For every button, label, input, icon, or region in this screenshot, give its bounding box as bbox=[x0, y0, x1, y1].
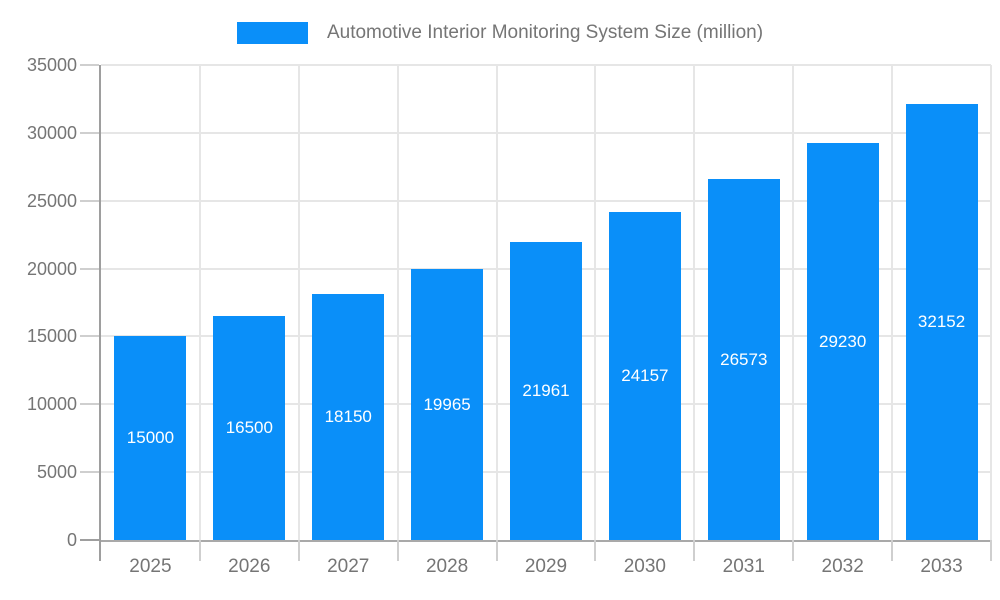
y-tick bbox=[80, 267, 99, 270]
y-tick-label: 0 bbox=[66, 530, 77, 550]
grid-line-v bbox=[792, 65, 795, 540]
bar-value-label: 29230 bbox=[819, 331, 867, 351]
y-tick-label: 35000 bbox=[26, 55, 77, 75]
x-axis-label: 2025 bbox=[129, 556, 172, 577]
x-tick bbox=[693, 540, 696, 561]
y-tick-label: 10000 bbox=[26, 394, 77, 415]
x-tick bbox=[198, 540, 201, 561]
grid-line-h bbox=[101, 131, 991, 134]
grid-line-v bbox=[891, 65, 894, 540]
x-axis-label: 2031 bbox=[722, 556, 765, 577]
x-axis-label: 2029 bbox=[524, 556, 568, 577]
grid-line-v bbox=[495, 65, 498, 540]
bar-value-label: 18150 bbox=[324, 406, 372, 426]
y-tick bbox=[80, 335, 99, 338]
bar-value-label: 21961 bbox=[522, 380, 570, 400]
y-tick bbox=[80, 131, 99, 134]
x-tick bbox=[792, 540, 795, 561]
grid-line-v bbox=[396, 65, 399, 540]
x-axis-label: 2028 bbox=[425, 556, 469, 577]
x-tick bbox=[990, 540, 992, 561]
bar-value-label: 32152 bbox=[917, 311, 966, 331]
bar-value-label: 15000 bbox=[126, 428, 175, 448]
grid-line-v bbox=[594, 65, 597, 540]
y-tick-label: 25000 bbox=[26, 190, 77, 211]
bar: 32152 bbox=[905, 103, 978, 540]
y-tick bbox=[80, 403, 99, 406]
legend-swatch bbox=[236, 22, 308, 44]
bar: 18150 bbox=[312, 293, 385, 540]
x-tick bbox=[594, 540, 597, 561]
bar-value-label: 16500 bbox=[225, 418, 273, 438]
y-tick-label: 15000 bbox=[26, 326, 77, 347]
x-axis-label: 2027 bbox=[327, 556, 370, 577]
grid-line-h bbox=[101, 199, 991, 202]
x-axis-label: 2032 bbox=[821, 556, 864, 577]
x-axis-label: 2030 bbox=[623, 556, 667, 577]
plot-area: 0 5000 10000 15000 20000 25000 30000 35000 15000… bbox=[27, 55, 992, 577]
x-tick bbox=[396, 540, 399, 561]
y-tick bbox=[80, 539, 99, 541]
y-tick bbox=[80, 64, 99, 66]
bar-value-label: 26573 bbox=[720, 349, 768, 369]
y-tick-label: 30000 bbox=[26, 122, 77, 143]
x-tick bbox=[99, 540, 101, 561]
x-tick bbox=[297, 540, 300, 561]
bar: 24157 bbox=[608, 212, 681, 540]
bar: 21961 bbox=[510, 241, 582, 540]
grid-line-v bbox=[693, 65, 696, 540]
x-tick bbox=[891, 540, 894, 561]
y-tick-label: 20000 bbox=[26, 258, 77, 279]
bar: 29230 bbox=[806, 143, 879, 540]
grid-line-v bbox=[198, 65, 201, 540]
bar: 26573 bbox=[707, 179, 780, 540]
y-tick bbox=[80, 471, 99, 474]
bar: 19965 bbox=[411, 269, 484, 540]
x-tick bbox=[495, 540, 498, 561]
y-tick bbox=[80, 199, 99, 202]
bar: 15000 bbox=[114, 336, 187, 540]
grid-line-v bbox=[297, 65, 300, 540]
bar: 16500 bbox=[213, 316, 286, 540]
y-tick-label: 5000 bbox=[36, 462, 77, 483]
legend: Automotive Interior Monitoring System Si… bbox=[0, 18, 1000, 48]
grid-line-v bbox=[990, 65, 992, 540]
legend-label: Automotive Interior Monitoring System Si… bbox=[326, 22, 764, 43]
x-axis-label: 2026 bbox=[228, 556, 271, 577]
bar-value-label: 19965 bbox=[423, 394, 471, 414]
bar-value-label: 24157 bbox=[621, 366, 669, 386]
grid-line-h bbox=[101, 64, 991, 66]
x-axis-label: 2033 bbox=[920, 556, 963, 577]
